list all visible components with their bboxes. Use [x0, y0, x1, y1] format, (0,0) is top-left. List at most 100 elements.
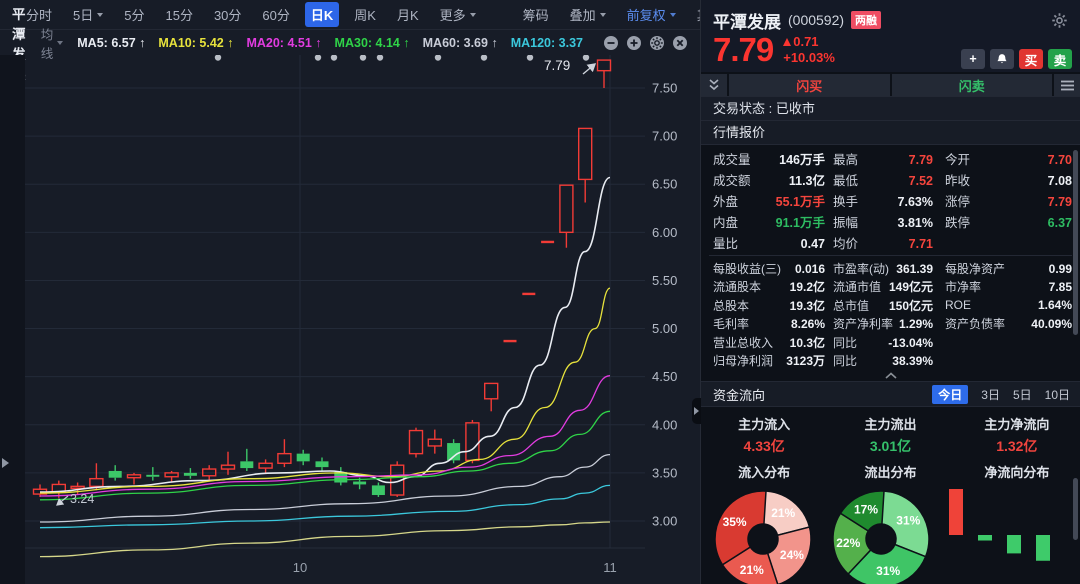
- close-chart-icon[interactable]: [672, 35, 688, 51]
- event-marker-dot[interactable]: [359, 54, 367, 61]
- quote-value: 91.1万手: [775, 216, 825, 230]
- kline-chart[interactable]: 7.50 7.00 6.50 6.00 5.50 5.00 4.50 4.00 3.50 3.00…: [0, 54, 700, 584]
- flow-distribution-charts: 21%24%21%35%31%31%22%17%特大大单中单小单: [714, 489, 1050, 584]
- ma20-legend: MA20: 4.51 ↑: [246, 35, 322, 50]
- quote-value: 7.63%: [897, 195, 933, 209]
- quote-value: 1.64%: [1037, 298, 1072, 313]
- quote-value: 150亿元: [888, 298, 933, 313]
- tab-weekly-k[interactable]: 周K: [354, 8, 376, 23]
- event-marker-dot[interactable]: [214, 54, 222, 61]
- quote-value: 0.47: [800, 237, 825, 251]
- tab-daily-k[interactable]: 日K: [304, 2, 340, 27]
- ma120-legend: MA120: 3.37: [510, 35, 583, 50]
- quote-label: ROE: [945, 298, 972, 313]
- zoom-out-icon[interactable]: [603, 35, 619, 51]
- ma-line-ma250: [39, 521, 611, 558]
- tab-more[interactable]: 更多: [434, 2, 482, 27]
- alert-bell-button[interactable]: [990, 49, 1014, 69]
- quote-row: 营业总收入 10.3亿 同比 -13.04%: [713, 333, 1072, 352]
- quote-cell: 内盘 91.1万手: [713, 212, 825, 231]
- buy-button[interactable]: 买: [1019, 49, 1043, 69]
- quote-label: 资产负债率: [945, 317, 1006, 332]
- tab-30min[interactable]: 30分: [213, 8, 242, 23]
- zoom-in-icon[interactable]: [626, 35, 642, 51]
- collapse-down-icon[interactable]: [701, 74, 727, 96]
- y-axis-tick: 3.50: [652, 465, 677, 480]
- flash-sell-button[interactable]: 闪卖: [891, 74, 1052, 96]
- adjust-mode-select[interactable]: 前复权: [621, 2, 682, 27]
- sell-button[interactable]: 卖: [1048, 49, 1072, 69]
- ma-line-ma30: [39, 410, 611, 501]
- flow-tab-10day[interactable]: 10日: [1044, 387, 1070, 402]
- flow-summary-col: 主力净流向 1.32亿: [954, 414, 1080, 456]
- trade-status-row: 交易状态 : 已收市: [701, 96, 1080, 121]
- chevron-down-icon: [469, 12, 476, 17]
- tab-5day[interactable]: 5日: [67, 2, 109, 27]
- y-axis-tick: 4.50: [652, 369, 677, 384]
- y-axis-tick: 4.00: [652, 417, 677, 432]
- quote-label: 同比: [833, 335, 858, 350]
- tab-5min[interactable]: 5分: [124, 8, 145, 23]
- chips-button[interactable]: 筹码: [522, 8, 549, 23]
- quote-label: 市净率: [945, 280, 982, 295]
- quote-label: 成交额: [713, 174, 751, 188]
- quote-cell: 振幅 3.81%: [833, 212, 933, 231]
- flow-tab-today[interactable]: 今日: [932, 384, 969, 404]
- scrollbar[interactable]: [1073, 478, 1078, 540]
- menu-hamburger-icon[interactable]: [1054, 74, 1080, 96]
- overlay-button[interactable]: 叠加: [564, 2, 612, 27]
- quote-cell: 市盈率(动) 361.39: [833, 260, 933, 277]
- inflow-label: 35%: [723, 515, 747, 529]
- quote-row: 量比 0.47 均价 7.71: [713, 232, 1072, 253]
- panel-settings-gear-icon[interactable]: [1051, 12, 1068, 29]
- quote-label: 毛利率: [713, 317, 750, 332]
- collapse-panel-handle[interactable]: [692, 398, 701, 424]
- flow-tab-5day[interactable]: 5日: [1012, 387, 1032, 402]
- flow-tab-3day[interactable]: 3日: [981, 387, 1000, 402]
- quote-label: 归母净利润: [713, 354, 774, 369]
- outflow-slice: [880, 490, 930, 558]
- scrollbar[interactable]: [1073, 150, 1078, 335]
- event-marker-dot[interactable]: [582, 54, 590, 61]
- expand-sidebar-handle[interactable]: [2, 458, 9, 468]
- price-row: 7.79 0.71 +10.03% + 买 卖: [701, 32, 1080, 72]
- tab-60min[interactable]: 60分: [262, 8, 290, 23]
- quote-label: 每股收益(三): [713, 261, 781, 276]
- fund-flow-title: 资金流向: [713, 387, 766, 403]
- tab-timeline[interactable]: 分时: [26, 8, 53, 23]
- quote-cell: 跌停 6.37: [945, 212, 1072, 231]
- quote-label: 今开: [945, 153, 971, 167]
- quote-row: 成交额 11.3亿 最低 7.52 昨收 7.08: [713, 169, 1072, 190]
- event-marker-dot[interactable]: [480, 54, 488, 61]
- inflow-label: 21%: [771, 506, 795, 520]
- flash-buy-button[interactable]: 闪买: [729, 74, 890, 96]
- event-marker-dot[interactable]: [526, 54, 534, 61]
- event-marker-dot[interactable]: [314, 54, 322, 61]
- outflow-label: 31%: [876, 564, 900, 578]
- flow-summary-label: 主力流出: [864, 417, 917, 432]
- quote-label: 昨收: [945, 174, 971, 188]
- chart-settings-gear-icon[interactable]: [649, 35, 665, 51]
- quote-label: 换手: [833, 195, 859, 209]
- y-axis-tick: 6.00: [652, 225, 677, 240]
- quote-label: 营业总收入: [713, 335, 774, 350]
- event-marker-dot[interactable]: [376, 54, 384, 61]
- outflow-label: 22%: [836, 536, 860, 550]
- outflow-label: 17%: [854, 503, 878, 517]
- chevron-down-icon: [669, 12, 676, 17]
- quote-value: 1.29%: [898, 317, 933, 332]
- quote-value: 7.52: [908, 174, 933, 188]
- flow-summary-value: 3.01亿: [869, 438, 912, 454]
- ma-selector[interactable]: 均线: [41, 24, 64, 62]
- event-marker-dot[interactable]: [330, 54, 338, 61]
- quote-row: 流通股本 19.2亿 流通市值 149亿元 市净率 7.85: [713, 278, 1072, 297]
- inflow-label: 21%: [740, 563, 764, 577]
- collapse-section-handle[interactable]: [701, 370, 1080, 381]
- quote-cell: 归母净利润 3123万: [713, 352, 825, 369]
- tab-monthly-k[interactable]: 月K: [396, 8, 419, 23]
- tab-15min[interactable]: 15分: [165, 8, 193, 23]
- add-watchlist-button[interactable]: +: [961, 49, 985, 69]
- y-axis-tick: 6.50: [652, 177, 677, 192]
- event-marker-dot[interactable]: [434, 54, 442, 61]
- period-toolbar: 分时 5日 5分 15分 30分 60分 日K 周K 月K 更多 筹码 叠加 前…: [0, 0, 831, 30]
